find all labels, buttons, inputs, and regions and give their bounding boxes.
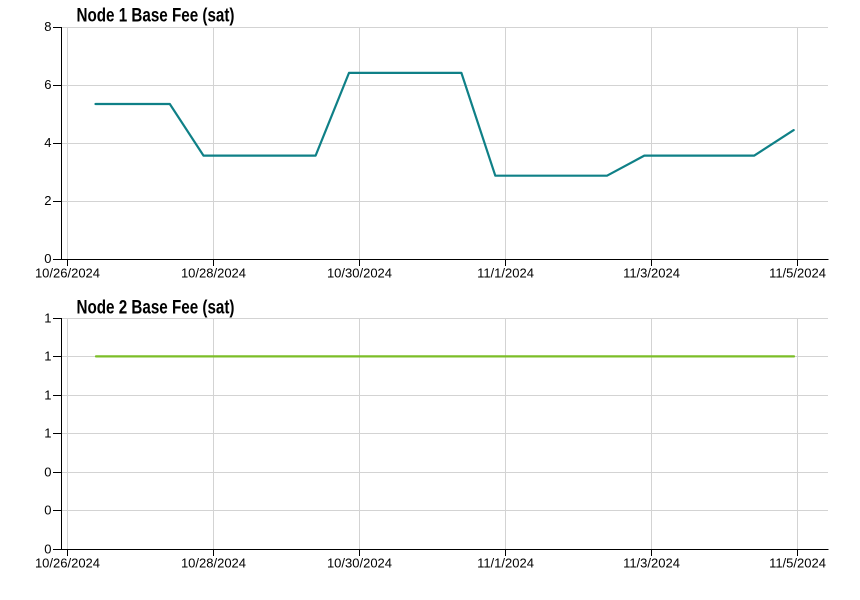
svg-text:0: 0 [44, 542, 51, 557]
svg-text:11/3/2024: 11/3/2024 [623, 266, 680, 281]
svg-text:8: 8 [44, 19, 51, 34]
svg-text:11/5/2024: 11/5/2024 [769, 266, 826, 281]
svg-text:10/26/2024: 10/26/2024 [35, 266, 100, 281]
svg-text:4: 4 [44, 135, 51, 150]
svg-text:11/1/2024: 11/1/2024 [477, 266, 534, 281]
svg-text:Node 1 Base Fee (sat): Node 1 Base Fee (sat) [77, 6, 235, 27]
svg-text:0: 0 [44, 503, 51, 518]
svg-text:1: 1 [44, 388, 51, 403]
svg-text:10/28/2024: 10/28/2024 [181, 266, 246, 281]
svg-text:2: 2 [44, 193, 51, 208]
svg-text:Node 2 Base Fee (sat): Node 2 Base Fee (sat) [77, 298, 235, 319]
svg-text:10/30/2024: 10/30/2024 [327, 266, 392, 281]
svg-text:10/26/2024: 10/26/2024 [35, 556, 100, 571]
svg-text:11/5/2024: 11/5/2024 [769, 556, 826, 571]
svg-text:10/28/2024: 10/28/2024 [181, 556, 246, 571]
svg-text:0: 0 [44, 251, 51, 266]
svg-text:1: 1 [44, 349, 51, 364]
svg-text:11/1/2024: 11/1/2024 [477, 556, 534, 571]
svg-text:1: 1 [44, 311, 51, 326]
svg-text:10/30/2024: 10/30/2024 [327, 556, 392, 571]
svg-text:6: 6 [44, 77, 51, 92]
svg-text:11/3/2024: 11/3/2024 [623, 556, 680, 571]
svg-text:1: 1 [44, 426, 51, 441]
svg-text:0: 0 [44, 465, 51, 480]
